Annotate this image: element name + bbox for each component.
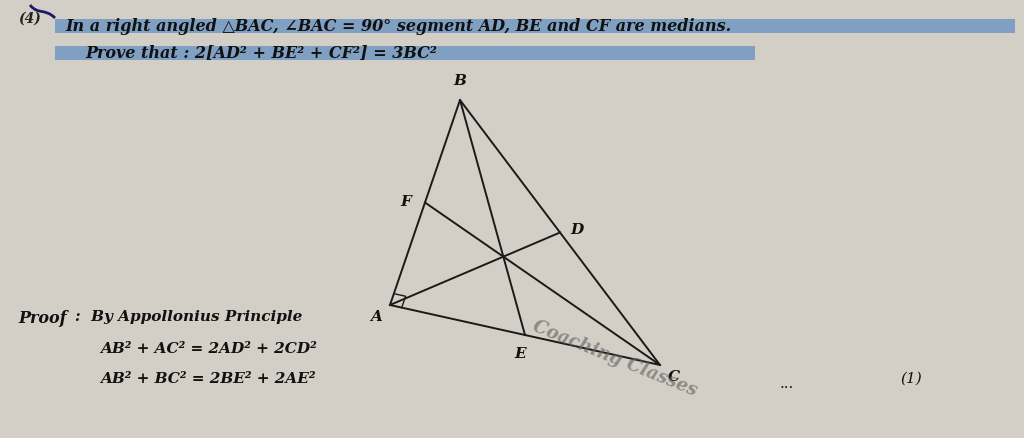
Text: In a right angled △BAC, ∠BAC = 90° segment AD, BE and CF are medians.: In a right angled △BAC, ∠BAC = 90° segme…: [65, 18, 731, 35]
Text: Prove that : 2[AD² + BE² + CF²] = 3BC²: Prove that : 2[AD² + BE² + CF²] = 3BC²: [85, 44, 437, 61]
Text: C: C: [668, 370, 680, 384]
Text: E: E: [514, 347, 525, 361]
Bar: [55, 19, 1015, 33]
Text: D: D: [570, 223, 584, 237]
Bar: [55, 46, 755, 60]
Text: Proof: Proof: [18, 310, 67, 327]
Text: AB² + BC² = 2BE² + 2AE²: AB² + BC² = 2BE² + 2AE²: [100, 372, 315, 386]
Text: Coaching Classes: Coaching Classes: [530, 318, 699, 400]
Text: B: B: [454, 74, 467, 88]
Text: (4): (4): [18, 12, 41, 26]
Text: AB² + AC² = 2AD² + 2CD²: AB² + AC² = 2AD² + 2CD²: [100, 342, 316, 356]
Text: :  By Appollonius Principle: : By Appollonius Principle: [75, 310, 302, 324]
Text: A: A: [370, 310, 382, 324]
Text: (1): (1): [900, 372, 922, 386]
Text: ...: ...: [780, 377, 795, 391]
Text: F: F: [400, 195, 411, 209]
